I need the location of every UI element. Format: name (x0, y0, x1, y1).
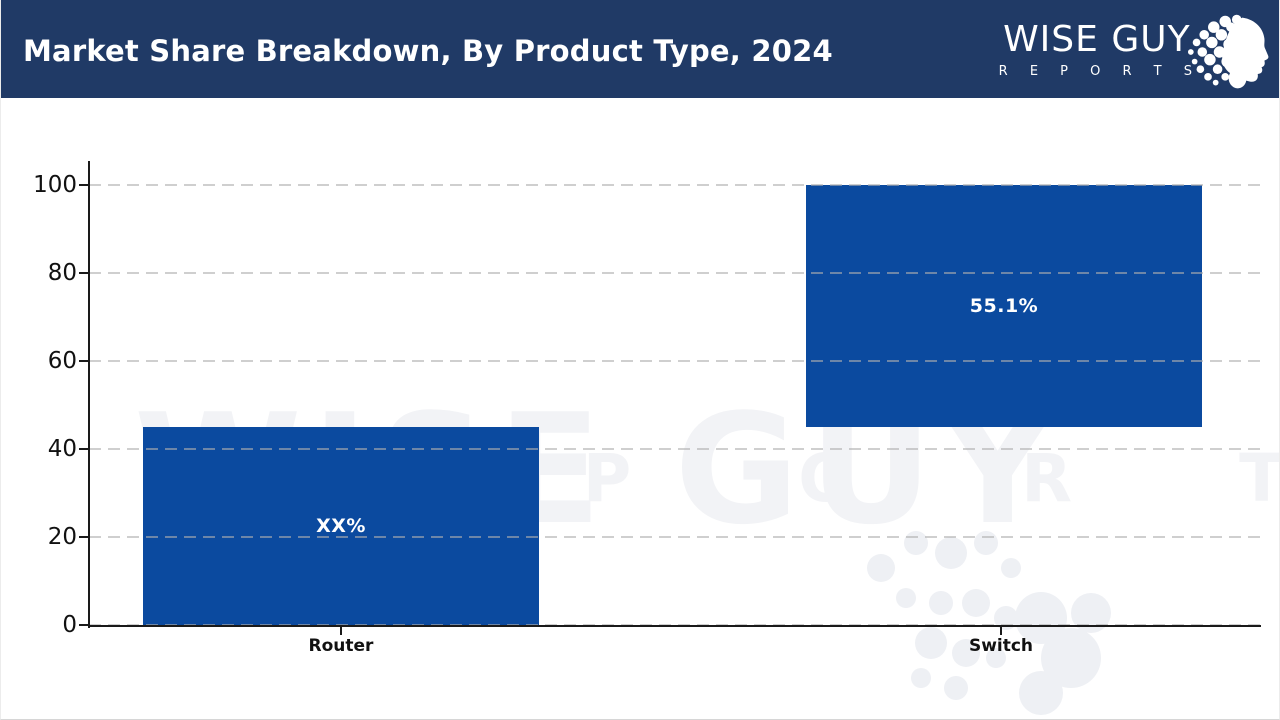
y-tick-label: 60 (47, 348, 77, 374)
bar-value-label: XX% (316, 515, 366, 538)
header-band: Market Share Breakdown, By Product Type,… (1, 0, 1279, 98)
y-axis-line (88, 161, 90, 628)
logo-brand-text: WISE GUY (1003, 18, 1191, 60)
bar-switch: 55.1% (806, 185, 1202, 428)
logo-sub-text: R E P O R T S (998, 63, 1201, 79)
gridline-40 (89, 448, 1261, 450)
gridline-20 (89, 536, 1261, 538)
y-tick-label: 40 (47, 436, 77, 462)
chart-area: WISE GUY R E P O R T S XX%55.1%020406080… (1, 98, 1279, 719)
page-title: Market Share Breakdown, By Product Type,… (23, 34, 833, 68)
x-tick-mark (1000, 627, 1002, 635)
x-axis-line (88, 625, 1261, 627)
x-tick-mark (340, 627, 342, 635)
wise-guy-reports-logo: WISE GUY R E P O R T S (993, 6, 1273, 94)
y-tick-label: 0 (62, 612, 77, 638)
y-tick-mark (79, 448, 89, 450)
gridline-60 (89, 360, 1261, 362)
bar-value-label: 55.1% (969, 295, 1039, 318)
x-category-label-router: Router (308, 636, 374, 656)
dotted-head-icon (1187, 14, 1269, 89)
y-tick-mark (79, 360, 89, 362)
y-tick-mark (79, 536, 89, 538)
y-tick-label: 20 (47, 524, 77, 550)
y-tick-mark (79, 184, 89, 186)
logo-text: WISE GUY R E P O R T S (993, 18, 1201, 79)
y-tick-mark (79, 272, 89, 274)
watermark-dotted-head (867, 531, 1111, 715)
y-tick-mark (79, 624, 89, 626)
x-category-label-switch: Switch (968, 636, 1034, 656)
bar-router: XX% (143, 427, 539, 625)
gridline-80 (89, 272, 1261, 274)
y-tick-label: 80 (47, 260, 77, 286)
y-tick-label: 100 (33, 172, 77, 198)
gridline-100 (89, 184, 1261, 186)
